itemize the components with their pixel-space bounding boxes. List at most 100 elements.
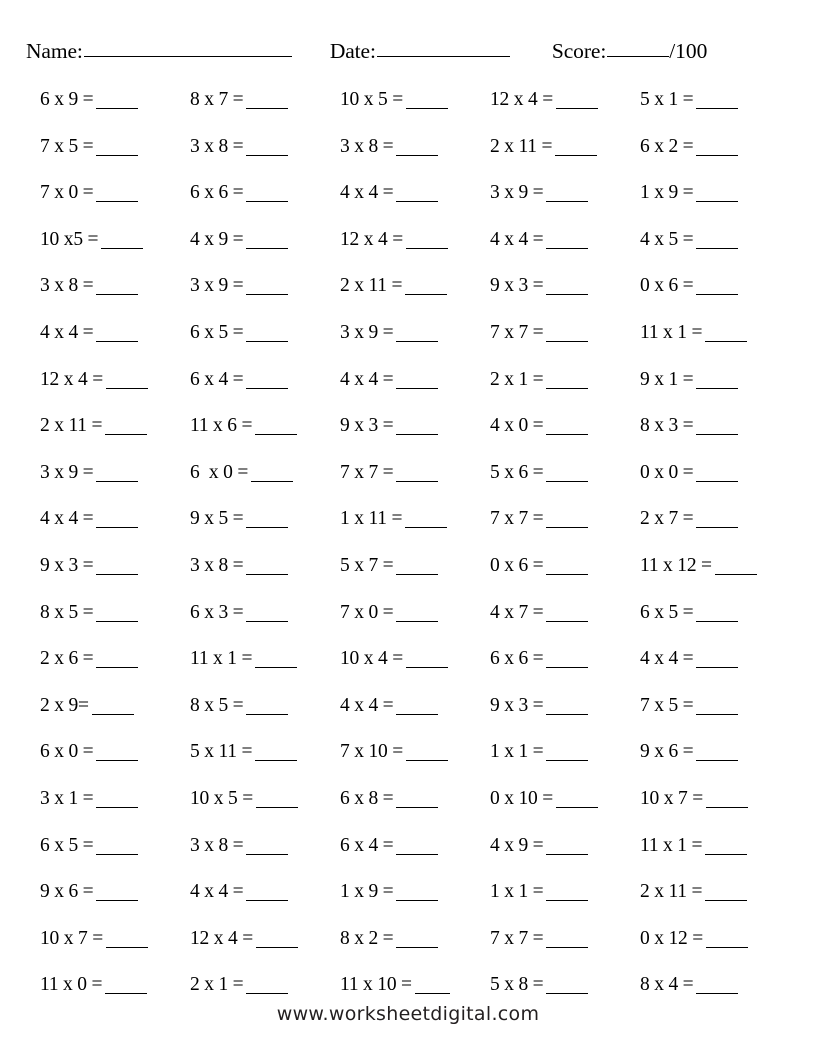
answer-blank[interactable]: [255, 434, 298, 436]
answer-blank[interactable]: [406, 108, 449, 109]
answer-blank[interactable]: [396, 480, 439, 482]
answer-blank[interactable]: [546, 340, 589, 342]
answer-blank[interactable]: [696, 154, 739, 156]
answer-blank[interactable]: [396, 387, 439, 389]
answer-blank[interactable]: [556, 108, 599, 109]
answer-blank[interactable]: [696, 527, 739, 529]
answer-blank[interactable]: [246, 713, 289, 715]
answer-blank[interactable]: [696, 108, 739, 109]
answer-blank[interactable]: [406, 667, 449, 669]
answer-blank[interactable]: [246, 201, 289, 203]
answer-blank[interactable]: [246, 294, 289, 296]
answer-blank[interactable]: [96, 620, 139, 622]
answer-blank[interactable]: [396, 853, 439, 855]
answer-blank[interactable]: [246, 247, 289, 249]
answer-blank[interactable]: [706, 946, 749, 948]
answer-blank[interactable]: [705, 853, 748, 855]
answer-blank[interactable]: [406, 247, 449, 249]
answer-blank[interactable]: [96, 573, 139, 575]
answer-blank[interactable]: [696, 993, 739, 995]
answer-blank[interactable]: [246, 900, 289, 902]
answer-blank[interactable]: [246, 387, 289, 389]
score-input-line[interactable]: [607, 56, 670, 57]
answer-blank[interactable]: [405, 527, 448, 529]
answer-blank[interactable]: [96, 201, 139, 203]
answer-blank[interactable]: [251, 480, 294, 482]
answer-blank[interactable]: [546, 667, 589, 669]
answer-blank[interactable]: [96, 108, 139, 109]
answer-blank[interactable]: [696, 620, 739, 622]
answer-blank[interactable]: [246, 853, 289, 855]
answer-blank[interactable]: [405, 294, 448, 296]
answer-blank[interactable]: [556, 806, 599, 808]
answer-blank[interactable]: [96, 853, 139, 855]
answer-blank[interactable]: [555, 154, 598, 156]
answer-blank[interactable]: [96, 340, 139, 342]
answer-blank[interactable]: [696, 294, 739, 296]
answer-blank[interactable]: [705, 340, 748, 342]
answer-blank[interactable]: [406, 760, 449, 762]
answer-blank[interactable]: [246, 154, 289, 156]
answer-blank[interactable]: [246, 340, 289, 342]
answer-blank[interactable]: [696, 667, 739, 669]
answer-blank[interactable]: [255, 760, 298, 762]
answer-blank[interactable]: [96, 760, 139, 762]
answer-blank[interactable]: [696, 760, 739, 762]
answer-blank[interactable]: [255, 667, 298, 669]
answer-blank[interactable]: [546, 527, 589, 529]
answer-blank[interactable]: [396, 620, 439, 622]
answer-blank[interactable]: [546, 993, 589, 995]
answer-blank[interactable]: [696, 713, 739, 715]
answer-blank[interactable]: [396, 900, 439, 902]
answer-blank[interactable]: [696, 434, 739, 436]
answer-blank[interactable]: [546, 294, 589, 296]
answer-blank[interactable]: [396, 340, 439, 342]
answer-blank[interactable]: [96, 294, 139, 296]
answer-blank[interactable]: [714, 573, 757, 575]
answer-blank[interactable]: [546, 853, 589, 855]
answer-blank[interactable]: [396, 806, 439, 808]
answer-blank[interactable]: [396, 946, 439, 948]
answer-blank[interactable]: [696, 201, 739, 203]
answer-blank[interactable]: [696, 480, 739, 482]
answer-blank[interactable]: [96, 480, 139, 482]
date-input-line[interactable]: [376, 56, 510, 57]
answer-blank[interactable]: [106, 946, 149, 948]
answer-blank[interactable]: [546, 247, 589, 249]
answer-blank[interactable]: [246, 573, 289, 575]
answer-blank[interactable]: [96, 154, 139, 156]
answer-blank[interactable]: [705, 900, 748, 902]
answer-blank[interactable]: [396, 434, 439, 436]
answer-blank[interactable]: [706, 806, 749, 808]
answer-blank[interactable]: [396, 201, 439, 203]
answer-blank[interactable]: [414, 993, 450, 995]
answer-blank[interactable]: [546, 480, 589, 482]
answer-blank[interactable]: [546, 900, 589, 902]
answer-blank[interactable]: [105, 993, 148, 995]
answer-blank[interactable]: [96, 667, 139, 669]
answer-blank[interactable]: [105, 434, 148, 436]
answer-blank[interactable]: [101, 247, 144, 249]
answer-blank[interactable]: [696, 247, 739, 249]
answer-blank[interactable]: [246, 620, 289, 622]
answer-blank[interactable]: [546, 387, 589, 389]
answer-blank[interactable]: [256, 946, 299, 948]
answer-blank[interactable]: [256, 806, 299, 808]
name-input-line[interactable]: [83, 56, 292, 57]
answer-blank[interactable]: [106, 387, 149, 389]
answer-blank[interactable]: [396, 154, 439, 156]
answer-blank[interactable]: [396, 713, 439, 715]
answer-blank[interactable]: [91, 713, 134, 715]
answer-blank[interactable]: [96, 900, 139, 902]
answer-blank[interactable]: [546, 573, 589, 575]
answer-blank[interactable]: [246, 108, 289, 109]
answer-blank[interactable]: [96, 806, 139, 808]
answer-blank[interactable]: [396, 573, 439, 575]
answer-blank[interactable]: [546, 760, 589, 762]
answer-blank[interactable]: [246, 993, 289, 995]
answer-blank[interactable]: [546, 713, 589, 715]
answer-blank[interactable]: [696, 387, 739, 389]
answer-blank[interactable]: [546, 946, 589, 948]
answer-blank[interactable]: [546, 620, 589, 622]
answer-blank[interactable]: [246, 527, 289, 529]
